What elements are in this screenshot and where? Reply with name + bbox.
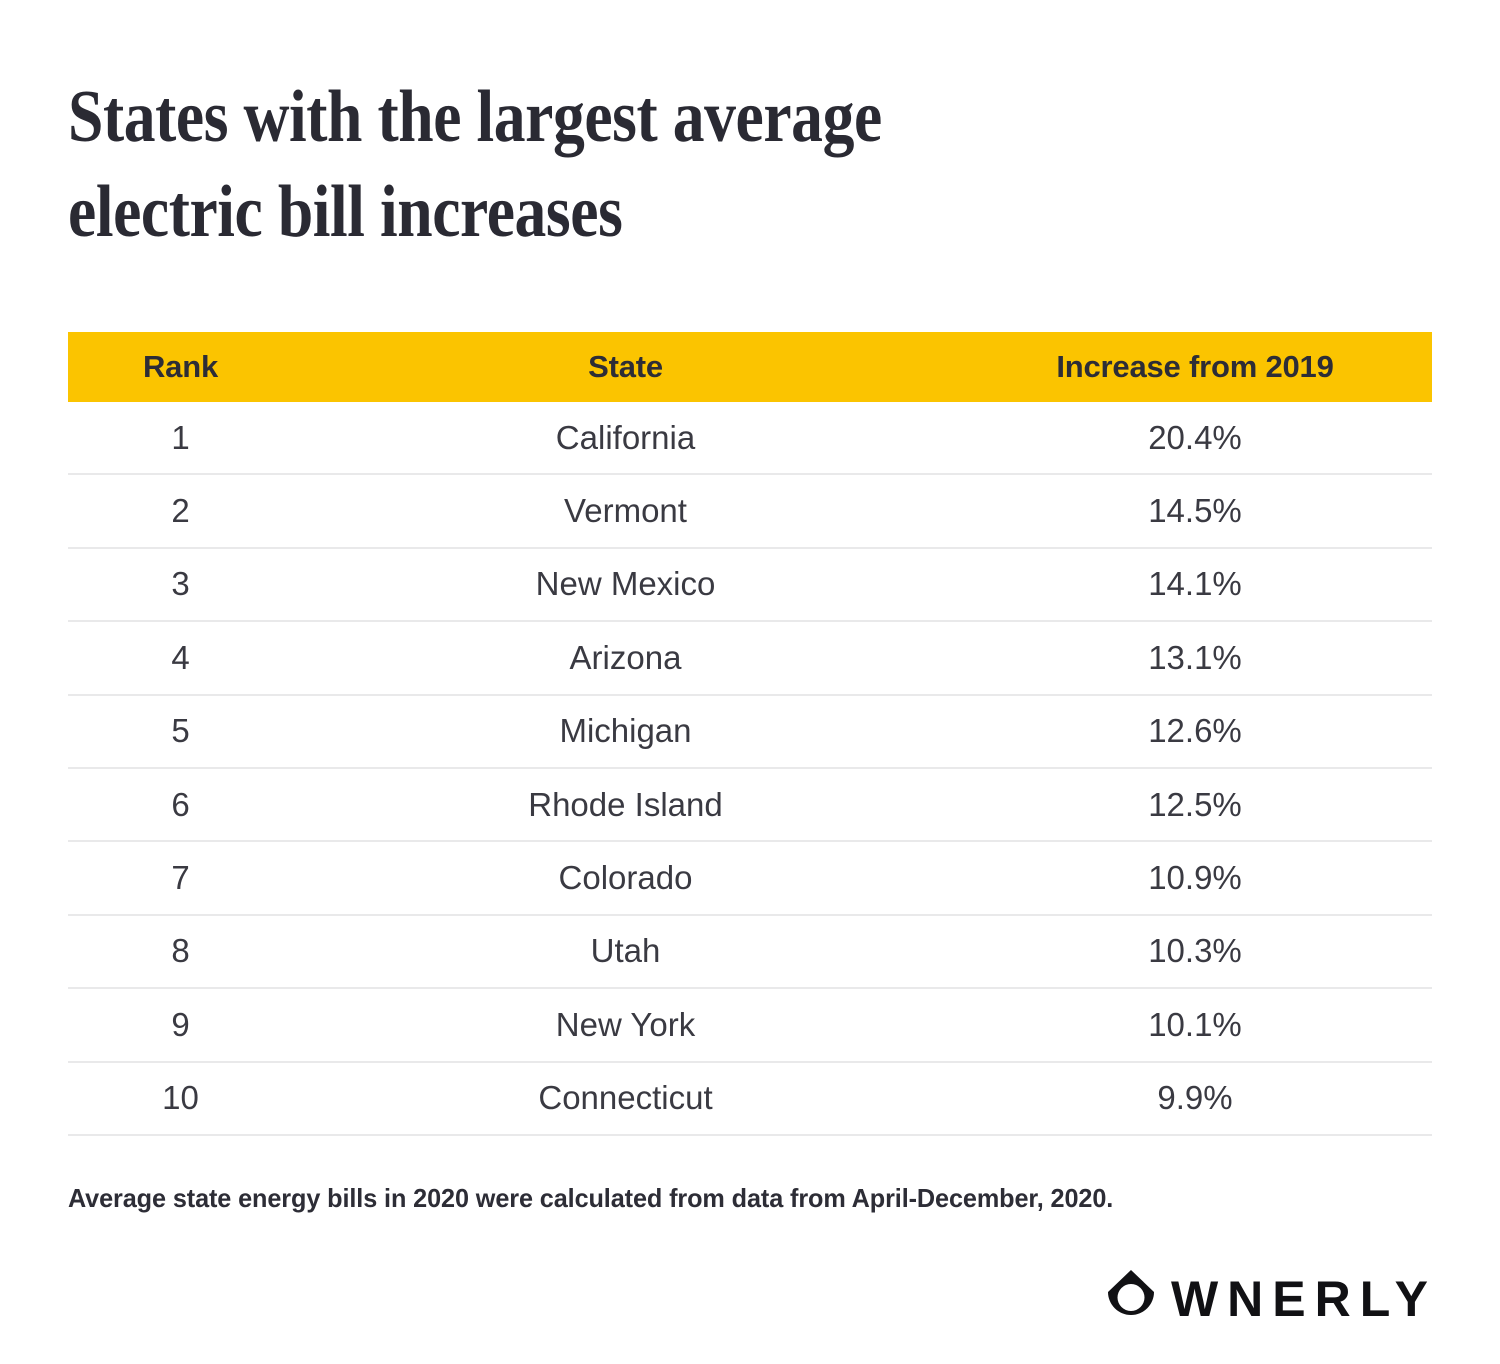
cell-increase: 20.4% (1148, 418, 1242, 456)
table-row: 1 California 20.4% (68, 402, 1432, 476)
cell-state: Michigan (559, 712, 692, 750)
column-header-state: State (588, 349, 663, 384)
footnote-text: Average state energy bills in 2020 were … (68, 1183, 1114, 1213)
cell-increase: 10.9% (1148, 859, 1242, 897)
cell-rank: 5 (171, 712, 190, 750)
table-row: 10 Connecticut 9.9% (68, 1063, 1432, 1136)
page-title: States with the largest average electric… (68, 76, 882, 253)
table-row: 4 Arizona 13.1% (68, 622, 1432, 696)
cell-increase: 14.1% (1148, 565, 1242, 603)
cell-state: Connecticut (538, 1079, 713, 1117)
cell-increase: 12.6% (1148, 712, 1242, 750)
cell-increase: 10.1% (1148, 1005, 1242, 1043)
cell-state: Vermont (564, 492, 687, 530)
table-row: 2 Vermont 14.5% (68, 475, 1432, 549)
column-header-increase: Increase from 2019 (1056, 349, 1334, 384)
table-row: 6 Rhode Island 12.5% (68, 769, 1432, 843)
cell-increase: 9.9% (1157, 1079, 1233, 1117)
cell-rank: 1 (171, 418, 190, 456)
table-row: 7 Colorado 10.9% (68, 842, 1432, 916)
cell-state: New York (555, 1005, 696, 1043)
cell-rank: 2 (171, 492, 190, 530)
table-row: 3 New Mexico 14.1% (68, 549, 1432, 623)
cell-rank: 7 (171, 859, 190, 897)
cell-rank: 10 (162, 1079, 199, 1117)
data-table: Rank State Increase from 2019 1 Californ… (68, 332, 1432, 1136)
cell-increase: 10.3% (1148, 932, 1242, 970)
cell-state: Utah (590, 932, 661, 970)
table-row: 8 Utah 10.3% (68, 916, 1432, 990)
cell-increase: 14.5% (1148, 492, 1242, 530)
cell-rank: 9 (171, 1005, 190, 1043)
cell-increase: 12.5% (1148, 785, 1242, 823)
table-row: 9 New York 10.1% (68, 989, 1432, 1063)
cell-state: Colorado (558, 859, 693, 897)
cell-rank: 4 (171, 638, 190, 676)
logo-wordmark: WNERLY (1170, 1270, 1437, 1327)
cell-rank: 3 (171, 565, 190, 603)
house-outline-icon (1105, 1268, 1157, 1329)
column-header-rank: Rank (142, 349, 218, 384)
ownerly-logo: WNERLY (1105, 1268, 1437, 1329)
cell-state: California (555, 418, 696, 456)
cell-state: New Mexico (535, 565, 716, 603)
cell-state: Arizona (569, 638, 682, 676)
cell-increase: 13.1% (1148, 638, 1242, 676)
table-row: 5 Michigan 12.6% (68, 696, 1432, 769)
cell-state: Rhode Island (528, 785, 723, 823)
cell-rank: 6 (171, 785, 190, 823)
cell-rank: 8 (171, 932, 190, 970)
table-header-row: Rank State Increase from 2019 (68, 332, 1432, 402)
